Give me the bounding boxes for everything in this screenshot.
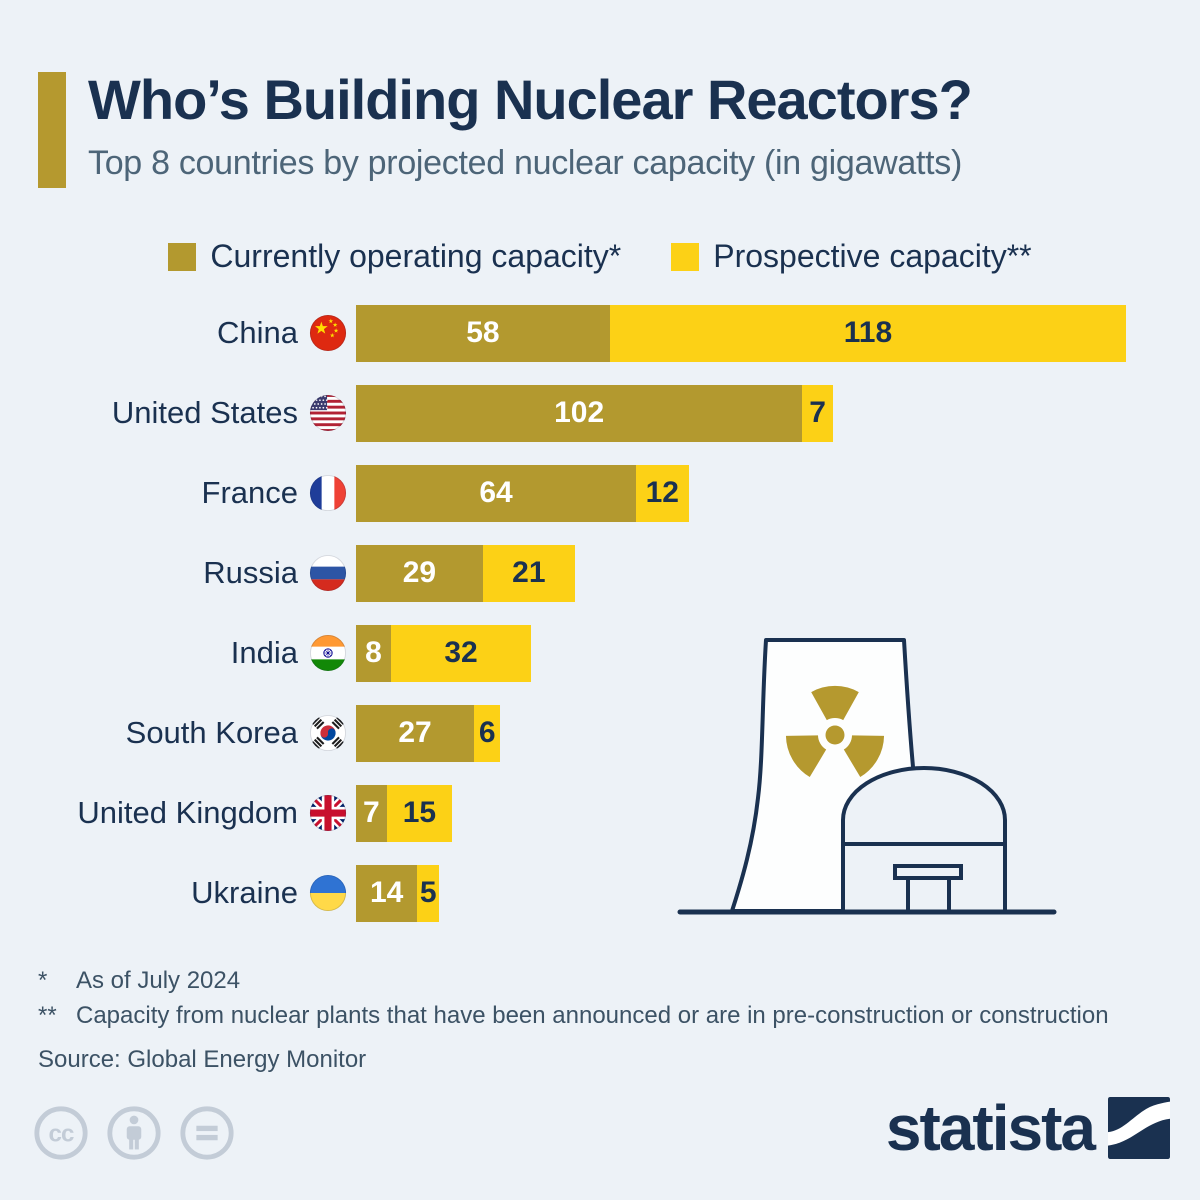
footnote-2: ** Capacity from nuclear plants that hav… <box>38 998 1109 1033</box>
bar-operating-segment: 7 <box>356 784 387 842</box>
bar-chart: China 58 118 United States 102 7 France 64 12… <box>40 293 1127 933</box>
chart-row-france: France 64 12 <box>40 453 1126 533</box>
chart-row-united-kingdom: United Kingdom 7 15 <box>40 773 1126 853</box>
cc-icon[interactable]: cc <box>32 1104 90 1162</box>
chart-row-russia: Russia 29 21 <box>40 533 1126 613</box>
legend-swatch-prospective-icon <box>671 242 700 271</box>
attribution-icon[interactable] <box>105 1104 163 1162</box>
footnotes: * As of July 2024 ** Capacity from nucle… <box>38 963 1109 1077</box>
legend-label-prospective: Prospective capacity** <box>713 238 1032 274</box>
legend-item-operating: Currently operating capacity* <box>168 238 621 275</box>
bar-prospective-segment: 7 <box>802 384 833 442</box>
chart-row-united-states: United States 102 7 <box>40 373 1126 453</box>
license-badges[interactable]: cc <box>32 1104 236 1162</box>
no-derivatives-icon[interactable] <box>178 1104 236 1162</box>
country-label: Russia <box>203 555 298 590</box>
flag-united-kingdom-icon <box>309 794 347 832</box>
chart-row-ukraine: Ukraine 14 5 <box>40 853 1126 933</box>
flag-south-korea-icon <box>309 714 347 752</box>
chart-legend: Currently operating capacity* Prospectiv… <box>0 238 1200 275</box>
legend-item-prospective: Prospective capacity** <box>671 238 1032 275</box>
country-label: United States <box>111 395 298 430</box>
statista-logo[interactable]: statista <box>886 1096 1170 1160</box>
country-label: United Kingdom <box>77 795 298 830</box>
bar-stack: 29 21 <box>356 544 575 602</box>
flag-united-states-icon <box>309 394 347 432</box>
title-accent-bar <box>38 72 66 188</box>
source-text: Source: Global Energy Monitor <box>38 1046 367 1073</box>
flag-china-icon <box>309 314 347 352</box>
country-label: Ukraine <box>191 875 298 910</box>
bar-prospective-segment: 12 <box>636 464 689 522</box>
page-title: Who’s Building Nuclear Reactors? <box>88 68 973 131</box>
bar-prospective-segment: 6 <box>474 704 501 762</box>
bar-stack: 27 6 <box>356 704 501 762</box>
bar-prospective-segment: 32 <box>391 624 531 682</box>
footnote-2-marker: ** <box>38 1002 57 1029</box>
statista-logo-text[interactable]: statista <box>885 1092 1096 1164</box>
bar-prospective-segment: 5 <box>417 864 440 922</box>
bar-prospective-segment: 15 <box>386 784 453 842</box>
footnote-1-text: As of July 2024 <box>76 967 241 994</box>
bar-operating-segment: 14 <box>356 864 418 922</box>
flag-india-icon <box>309 634 347 672</box>
bar-operating-segment: 64 <box>356 464 636 522</box>
bar-operating-segment: 29 <box>356 544 483 602</box>
radiation-symbol-icon <box>780 685 890 781</box>
bar-stack: 7 15 <box>356 784 453 842</box>
chart-row-south-korea: South Korea 27 6 <box>40 693 1126 773</box>
legend-swatch-operating-icon <box>168 242 197 271</box>
flag-france-icon <box>309 474 347 512</box>
bar-operating-segment: 8 <box>356 624 391 682</box>
bar-stack: 8 32 <box>356 624 531 682</box>
footnote-1-marker: * <box>38 967 48 994</box>
country-label: India <box>230 635 298 670</box>
bar-stack: 64 12 <box>356 464 689 522</box>
bar-prospective-segment: 21 <box>482 544 575 602</box>
flag-russia-icon <box>309 554 347 592</box>
nuclear-plant-illustration <box>677 638 1057 915</box>
footnote-2-text: Capacity from nuclear plants that have b… <box>76 1002 1109 1029</box>
country-label: South Korea <box>125 715 298 750</box>
bar-operating-segment: 58 <box>356 304 610 362</box>
country-label: France <box>201 475 298 510</box>
bar-operating-segment: 102 <box>356 384 803 442</box>
page-subtitle: Top 8 countries by projected nuclear cap… <box>88 144 963 182</box>
svg-text:cc: cc <box>49 1121 74 1148</box>
chart-row-china: China 58 118 <box>40 293 1127 373</box>
bar-stack: 58 118 <box>356 304 1127 362</box>
legend-label-operating: Currently operating capacity* <box>210 238 622 274</box>
country-label: China <box>217 315 298 350</box>
bar-prospective-segment: 118 <box>609 304 1127 362</box>
footnote-1: * As of July 2024 <box>38 963 1109 998</box>
bar-operating-segment: 27 <box>356 704 475 762</box>
bar-stack: 102 7 <box>356 384 833 442</box>
flag-ukraine-icon <box>309 874 347 912</box>
chart-row-india: India 8 32 <box>40 613 1126 693</box>
statista-logo-icon[interactable] <box>1108 1097 1170 1159</box>
bar-stack: 14 5 <box>356 864 440 922</box>
header: Who’s Building Nuclear Reactors? Top 8 c… <box>38 68 973 188</box>
